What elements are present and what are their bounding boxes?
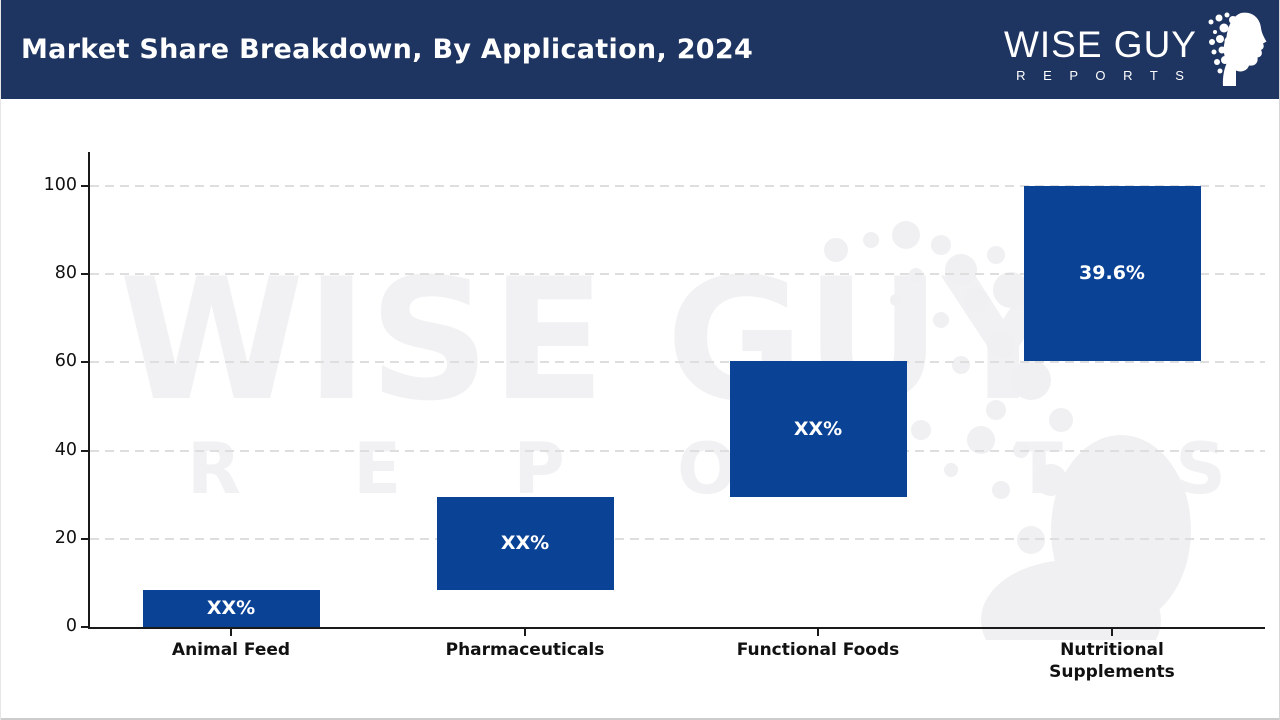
y-tick-80 xyxy=(81,273,88,276)
y-axis-spine xyxy=(88,152,90,629)
bar-0: XX% xyxy=(142,589,320,627)
bar-value-label-1: XX% xyxy=(500,532,550,555)
bar-1: XX% xyxy=(436,496,614,590)
y-tick-label-60: 60 xyxy=(54,351,77,372)
x-tick-1 xyxy=(524,629,526,636)
header-band: Market Share Breakdown, By Application, … xyxy=(1,0,1279,99)
y-tick-label-80: 80 xyxy=(54,263,77,284)
bar-3: 39.6% xyxy=(1023,186,1201,361)
y-tick-label-20: 20 xyxy=(54,527,77,548)
page-bottom-border xyxy=(1,718,1279,720)
brand-logo-text: WISE GUY R E P O R T S xyxy=(1004,26,1197,83)
y-tick-0 xyxy=(81,626,88,628)
x-category-label-1: Pharmaceuticals xyxy=(445,640,605,660)
gridline-100 xyxy=(90,185,1265,187)
x-tick-0 xyxy=(230,629,232,636)
y-tick-label-40: 40 xyxy=(54,439,77,460)
bar-value-label-0: XX% xyxy=(206,597,256,620)
y-tick-label-0: 0 xyxy=(65,616,77,636)
gridline-60 xyxy=(90,361,1265,364)
y-tick-60 xyxy=(81,361,88,364)
x-tick-2 xyxy=(817,629,819,636)
watermark-text: WISE GUY xyxy=(119,242,1066,438)
bar-value-label-3: 39.6% xyxy=(1079,262,1145,285)
watermark-face-dots xyxy=(824,221,1191,640)
brand-name: WISE GUY xyxy=(1003,24,1197,65)
y-tick-100 xyxy=(81,185,88,187)
x-category-label-0: Animal Feed xyxy=(171,640,291,660)
x-axis-spine xyxy=(88,627,1265,629)
x-category-label-3: Nutritional Supplements xyxy=(1049,640,1175,683)
x-tick-3 xyxy=(1111,629,1113,636)
gridline-80 xyxy=(90,273,1265,276)
bar-value-label-2: XX% xyxy=(793,417,843,440)
brand-logo: WISE GUY R E P O R T S xyxy=(1004,8,1269,88)
y-tick-label-100: 100 xyxy=(43,175,77,195)
y-tick-20 xyxy=(81,537,88,540)
brand-tagline: R E P O R T S xyxy=(1016,68,1191,83)
brand-face-icon xyxy=(1208,12,1267,86)
bar-2: XX% xyxy=(729,360,907,497)
y-tick-40 xyxy=(81,449,88,452)
chart-title: Market Share Breakdown, By Application, … xyxy=(21,34,754,65)
x-category-label-2: Functional Foods xyxy=(736,640,900,660)
gridline-20 xyxy=(90,537,1265,540)
gridline-40 xyxy=(90,449,1265,452)
